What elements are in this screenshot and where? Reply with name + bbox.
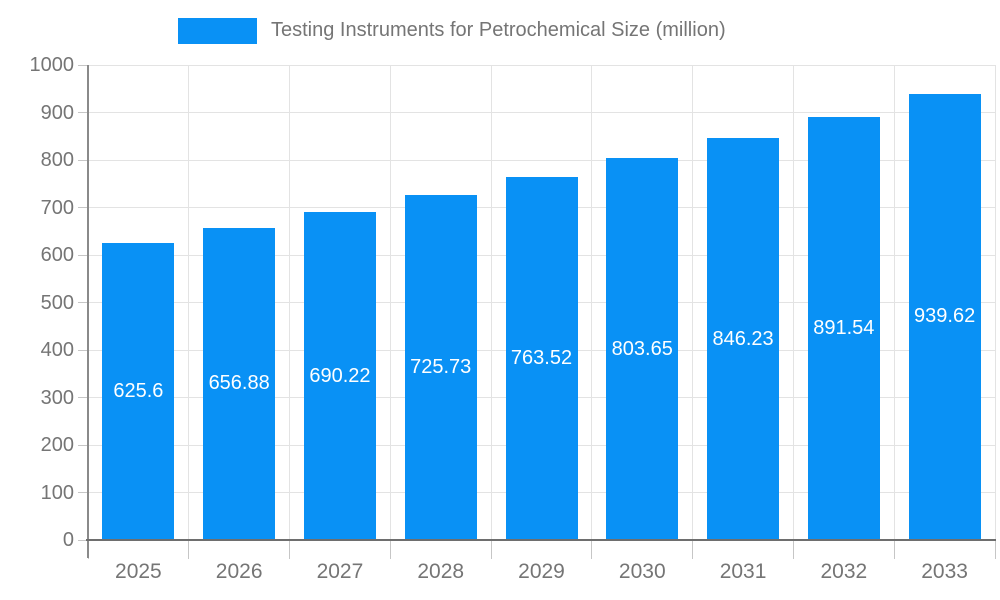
gridline-vertical [994,65,996,540]
x-axis-tick [188,541,190,559]
gridline-horizontal [88,64,995,66]
x-axis-tick [692,541,694,559]
x-axis-tick [792,541,794,559]
bar-value-label-2031: 846.23 [712,327,774,350]
y-axis-tick [78,539,88,541]
gridline-vertical [389,65,391,540]
bar-2028[interactable]: 725.73 [404,195,477,540]
y-axis-label: 1000 [29,54,75,76]
bar-2030[interactable]: 803.65 [606,158,679,540]
y-axis-label: 800 [40,149,74,171]
gridline-vertical [893,65,895,540]
y-axis-tick [78,492,88,493]
x-axis-tick [893,541,895,559]
y-axis-label: 100 [40,481,74,504]
x-axis-label-2029: 2029 [518,560,565,583]
bar-value-label-2026: 656.88 [208,372,270,395]
y-axis-tick [78,207,88,208]
y-axis-tick [78,302,88,303]
bar-2027[interactable]: 690.22 [303,212,376,540]
gridline-vertical [692,65,694,540]
x-axis-label-2032: 2032 [820,560,868,583]
x-axis-label-2031: 2031 [719,560,767,583]
y-axis-label: 300 [40,386,74,409]
gridline-vertical [792,65,794,540]
y-axis-tick [78,349,88,351]
x-axis-label-2033: 2033 [921,560,968,583]
y-axis-tick [78,254,88,256]
y-axis-tick [78,444,88,446]
legend-label: Testing Instruments for Petrochemical Si… [271,19,726,41]
bar-2031[interactable]: 846.23 [707,138,780,540]
y-axis-label: 600 [40,244,74,266]
x-axis-label-2028: 2028 [417,560,465,583]
gridline-vertical [490,65,492,540]
x-axis-label-2025: 2025 [115,560,162,583]
bar-value-label-2033: 939.62 [914,305,976,328]
x-axis-label-2026: 2026 [215,560,263,583]
x-axis-line [86,539,996,541]
bar-2025[interactable]: 625.6 [102,242,175,540]
gridline-vertical [289,65,291,540]
x-axis-label-2027: 2027 [316,560,364,583]
legend-swatch-icon [178,17,257,44]
bar-value-label-2030: 803.65 [611,337,673,360]
gridline-vertical [591,65,593,540]
bar-value-label-2025: 625.6 [113,379,164,402]
y-axis-tick [78,112,88,113]
y-axis-tick [78,159,88,161]
y-axis-tick [78,397,88,398]
y-axis-label: 900 [40,101,74,124]
gridline-vertical [188,65,190,540]
x-axis-tick [994,541,996,559]
y-axis-label: 500 [40,291,74,314]
bar-2029[interactable]: 763.52 [505,177,578,540]
y-axis-label: 700 [40,196,74,219]
y-axis-tick [78,64,88,66]
x-axis-tick [490,541,492,559]
bar-2026[interactable]: 656.88 [203,227,276,540]
y-axis-label: 400 [40,339,74,361]
y-axis-line [87,65,89,558]
x-axis-tick [289,541,291,559]
bar-value-label-2028: 725.73 [410,356,472,379]
y-axis-label: 0 [62,529,74,551]
legend[interactable]: Testing Instruments for Petrochemical Si… [178,17,726,44]
gridline-horizontal [88,159,995,161]
bar-value-label-2027: 690.22 [309,364,371,387]
gridline-horizontal [88,112,995,113]
x-axis-tick [389,541,391,559]
x-axis-tick [591,541,593,559]
bar-2033[interactable]: 939.62 [908,93,981,540]
bar-value-label-2029: 763.52 [510,347,573,370]
bar-2032[interactable]: 891.54 [807,116,880,540]
x-axis-label-2030: 2030 [618,560,666,583]
y-axis-label: 200 [40,434,74,456]
bar-value-label-2032: 891.54 [813,316,875,339]
